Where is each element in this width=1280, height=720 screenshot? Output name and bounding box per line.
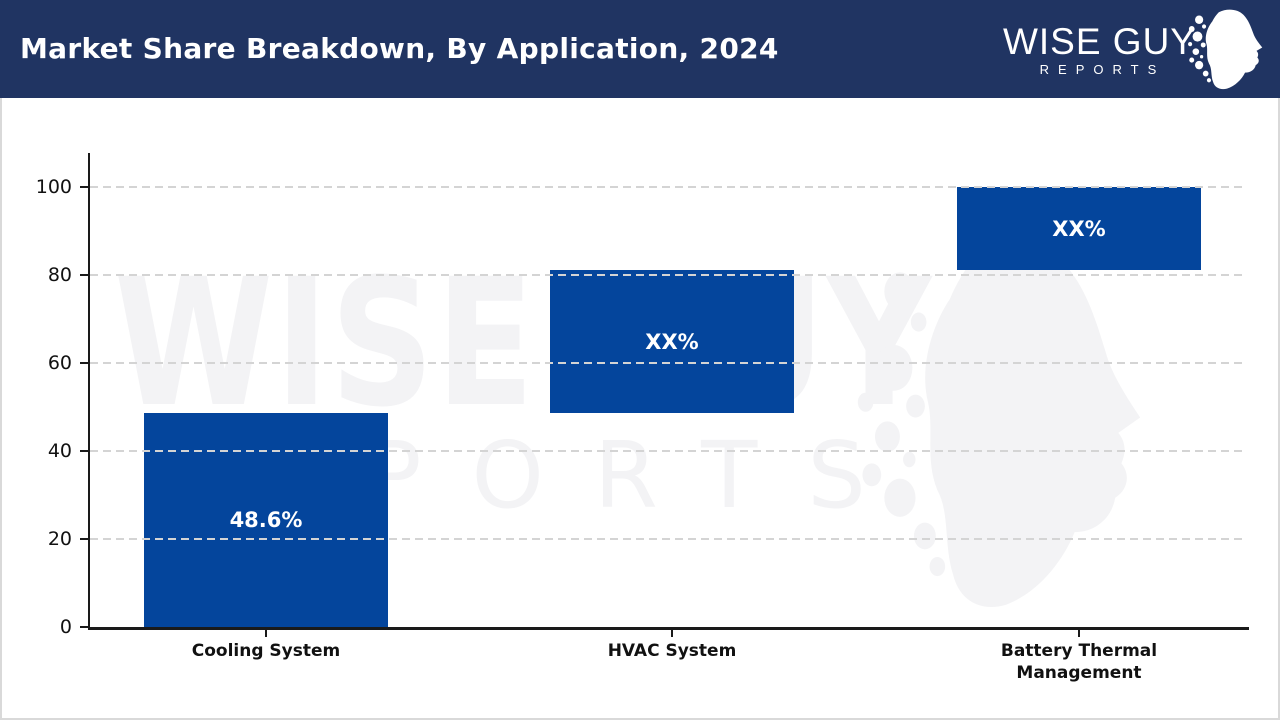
watermark-face-icon xyxy=(857,245,1141,608)
x-axis-line xyxy=(88,627,1249,630)
y-axis-tick-label: 0 xyxy=(59,616,72,638)
header: Market Share Breakdown, By Application, … xyxy=(0,0,1280,98)
x-category-label-cooling-system: Cooling System xyxy=(191,641,341,661)
bar-value-label: 48.6% xyxy=(229,508,303,533)
chart-area: WISE GUY REPORTS 0 20 40 60 80 100 48.6% XX% XX%… xyxy=(0,98,1280,720)
logo-subtext: REPORTS xyxy=(1039,62,1166,78)
gridline xyxy=(90,274,1247,277)
bar-value-label: XX% xyxy=(1052,216,1106,241)
bar-battery-thermal-management: XX% xyxy=(957,187,1201,271)
y-axis-tick xyxy=(80,186,88,189)
logo-wordmark: WISE GUY xyxy=(1002,20,1196,62)
y-axis-tick xyxy=(80,450,88,453)
y-axis-tick-label: 20 xyxy=(47,528,72,551)
y-axis-tick xyxy=(80,362,88,365)
logo: WISE GUY REPORTS xyxy=(1003,6,1268,94)
plot-area: 0 20 40 60 80 100 48.6% XX% XX% xyxy=(36,155,1247,638)
y-axis-tick xyxy=(80,538,88,541)
bar-cooling-system: 48.6% xyxy=(144,413,388,627)
watermark-wordmark: WISE GUY xyxy=(114,241,933,446)
x-axis-tick xyxy=(265,627,267,637)
gridline xyxy=(90,538,1247,541)
x-axis-tick xyxy=(671,627,673,637)
gridline xyxy=(90,362,1247,365)
y-axis-tick xyxy=(80,626,88,628)
y-axis-tick-label: 40 xyxy=(47,440,72,463)
logo-face-icon xyxy=(1188,9,1263,90)
y-axis-line xyxy=(88,153,90,629)
logo-text: WISE GUY REPORTS xyxy=(1002,20,1196,78)
bar-value-label: XX% xyxy=(645,329,699,354)
y-axis-tick-label: 80 xyxy=(47,264,72,287)
gridline xyxy=(90,450,1247,453)
x-category-label-hvac-system: HVAC System xyxy=(607,641,737,661)
y-axis-tick xyxy=(80,274,88,277)
bar-hvac-system: XX% xyxy=(550,270,794,414)
x-category-label-battery-thermal-management: Battery Thermal Management xyxy=(1000,641,1158,684)
y-axis-tick-label: 100 xyxy=(35,176,72,199)
x-axis-tick xyxy=(1078,627,1080,637)
y-axis-tick-label: 60 xyxy=(47,352,72,375)
gridline xyxy=(90,186,1247,189)
page-title: Market Share Breakdown, By Application, … xyxy=(20,32,779,65)
